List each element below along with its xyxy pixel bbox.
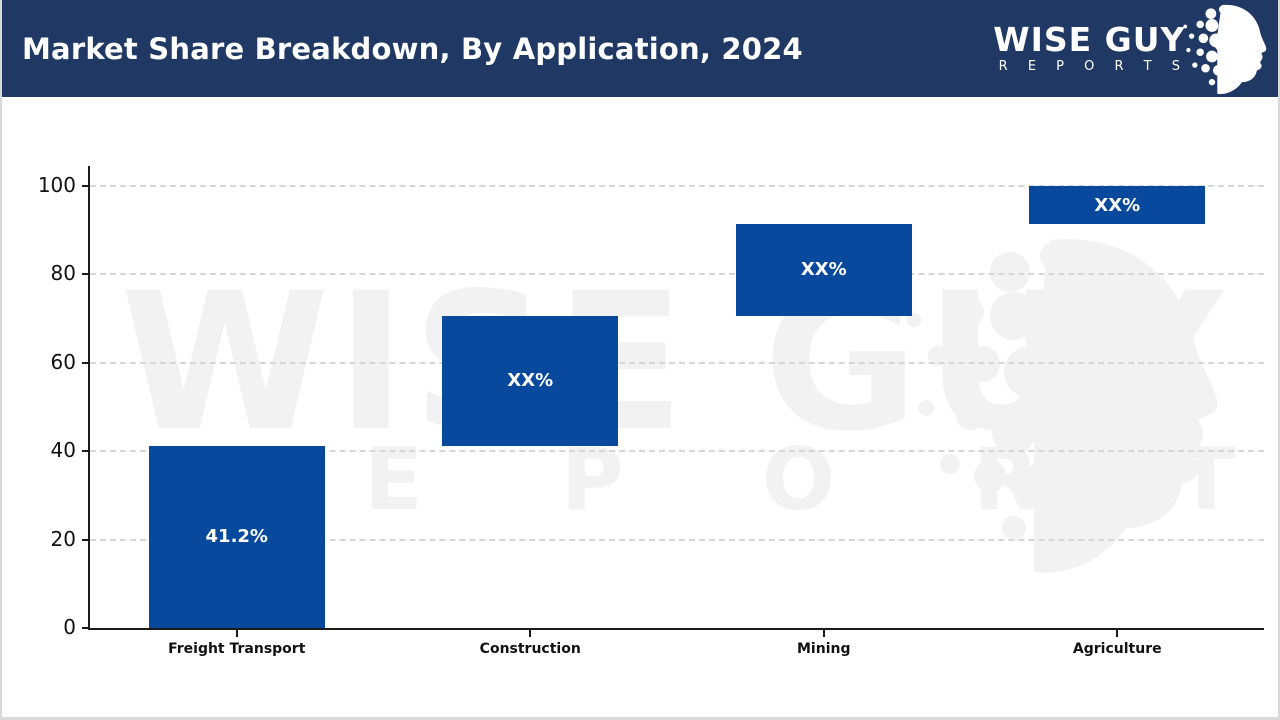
bar-value-label: XX% <box>507 370 554 392</box>
x-tick-mark <box>235 630 238 637</box>
logo-wordmark: WISE GUY <box>993 20 1186 59</box>
gridline <box>90 538 1264 541</box>
watermark-face-icon <box>906 239 1218 573</box>
y-tick-label: 40 <box>50 438 76 463</box>
x-tick-mark <box>822 630 825 637</box>
y-tick-mark <box>82 273 90 276</box>
bar: XX% <box>1029 186 1206 224</box>
bar: XX% <box>735 224 912 316</box>
y-tick-mark <box>82 185 90 187</box>
gridline <box>90 450 1264 453</box>
y-tick-mark <box>82 450 90 453</box>
y-tick-mark <box>82 361 90 364</box>
y-tick-label: 100 <box>37 173 76 197</box>
header-bar: Market Share Breakdown, By Application, … <box>2 0 1278 97</box>
x-tick-mark <box>1116 630 1119 637</box>
x-tick-label: Construction <box>479 641 581 657</box>
y-tick-label: 80 <box>50 261 76 286</box>
y-tick-mark <box>82 538 90 541</box>
logo-text: WISE GUY R E P O R T S <box>991 23 1188 74</box>
y-tick-mark <box>82 627 90 629</box>
y-tick-label: 0 <box>63 615 76 639</box>
bar: XX% <box>442 315 619 446</box>
wise-guy-logo: WISE GUY R E P O R T S <box>991 3 1278 95</box>
bar-value-label: XX% <box>800 259 847 281</box>
x-axis-line <box>88 628 1264 630</box>
x-tick-label: Mining <box>797 641 851 657</box>
page-title: Market Share Breakdown, By Application, … <box>22 31 803 66</box>
bar-value-label: 41.2% <box>205 526 268 548</box>
bar-value-label: XX% <box>1094 194 1141 216</box>
y-axis-line <box>88 166 90 630</box>
x-tick-label: Agriculture <box>1072 641 1162 657</box>
gridline <box>90 361 1264 364</box>
x-tick-mark <box>529 630 532 637</box>
y-tick-label: 60 <box>50 349 76 374</box>
logo-face-icon <box>1183 4 1267 94</box>
logo-subtext: R E P O R T S <box>998 59 1188 74</box>
gridline <box>90 273 1264 276</box>
y-tick-label: 20 <box>50 526 76 551</box>
x-tick-label: Freight Transport <box>168 641 306 657</box>
bar: 41.2% <box>148 445 325 628</box>
gridline <box>90 185 1264 187</box>
